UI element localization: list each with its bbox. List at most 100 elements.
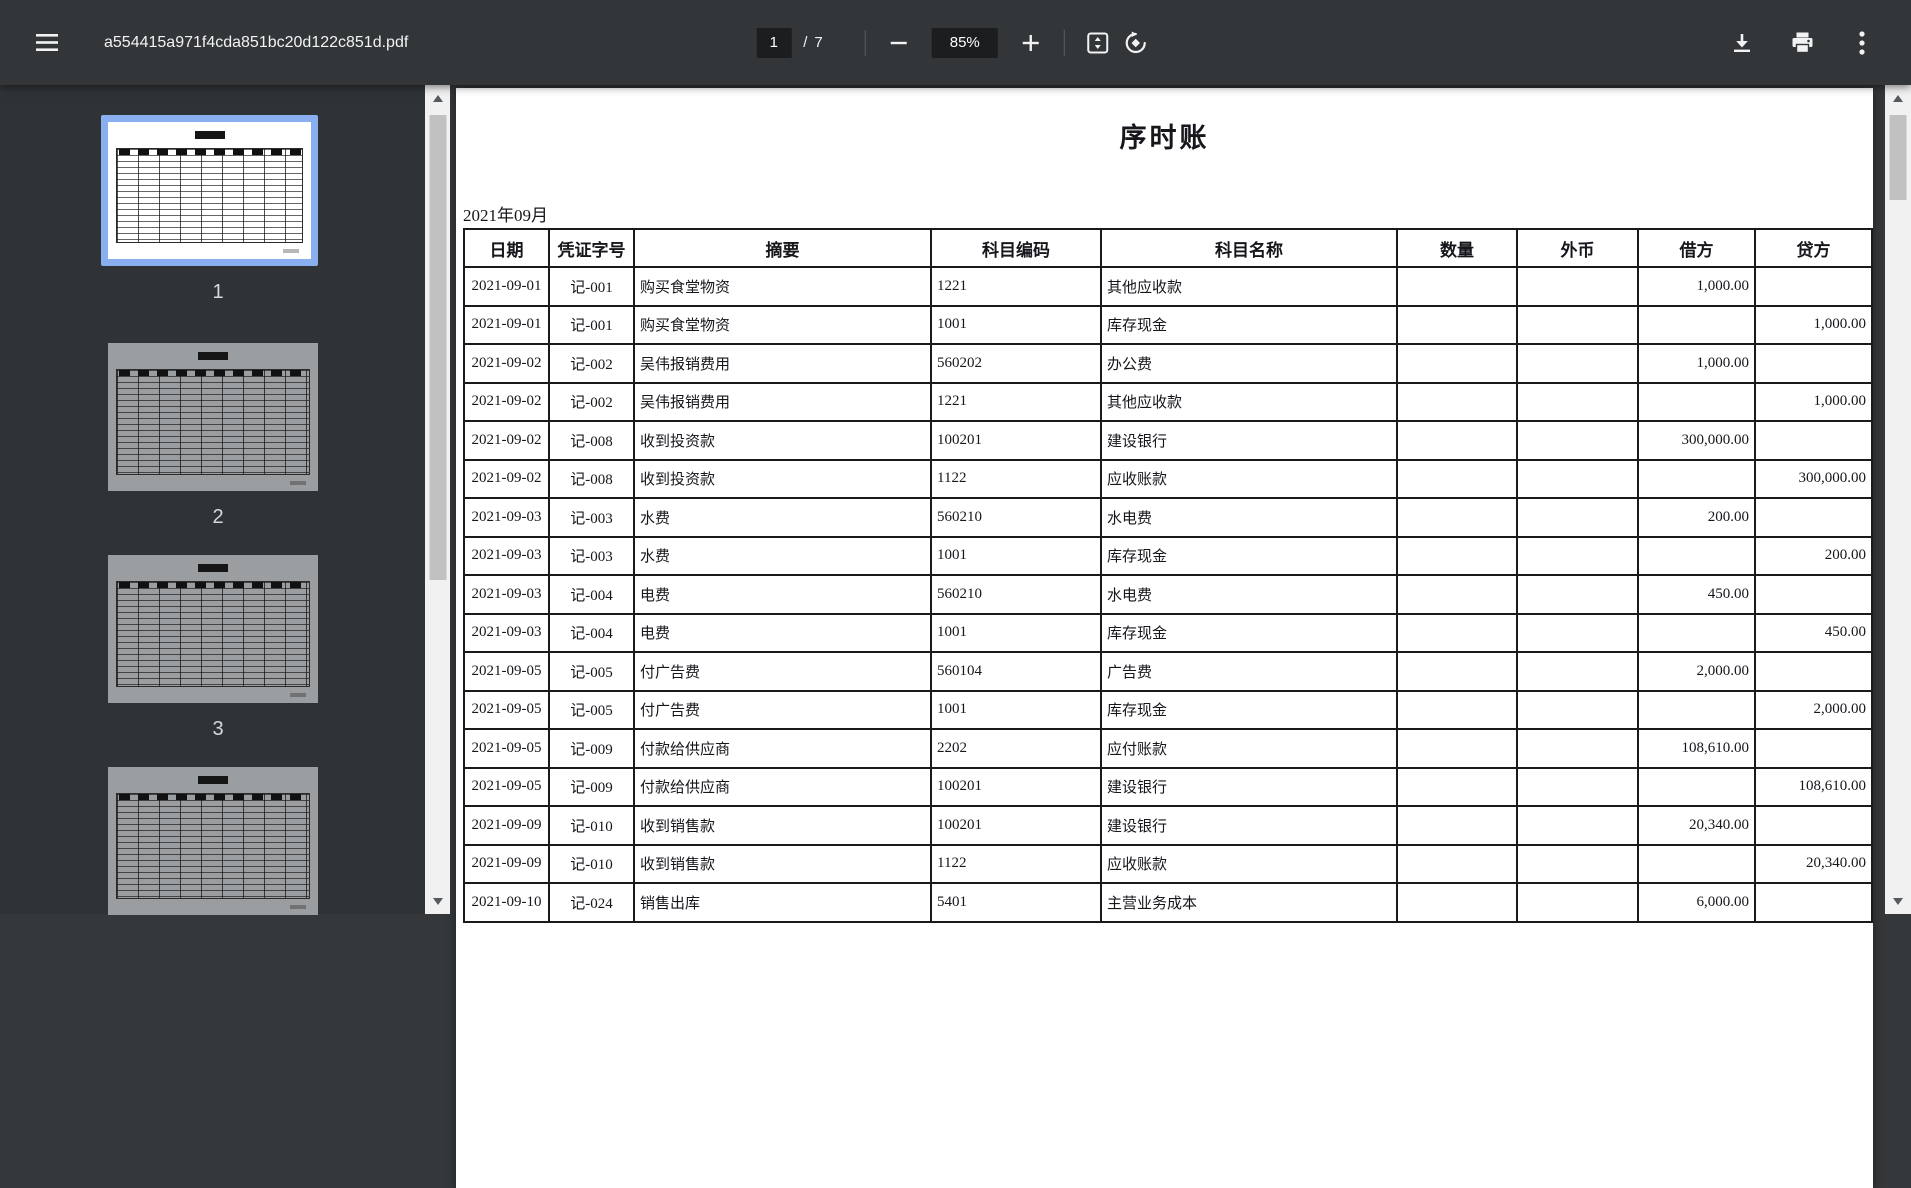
table-cell	[1397, 883, 1517, 922]
thumbnail-page-number: 1	[108, 281, 328, 304]
table-cell	[1397, 498, 1517, 537]
table-cell: 200.00	[1755, 537, 1872, 576]
table-cell	[1397, 267, 1517, 306]
table-cell: 2021-09-05	[464, 691, 549, 730]
table-cell	[1755, 883, 1872, 922]
page-thumbnail[interactable]: 1	[108, 122, 328, 304]
column-header: 外币	[1517, 229, 1638, 267]
download-icon	[1731, 32, 1753, 54]
download-button[interactable]	[1723, 24, 1761, 62]
rotate-counterclockwise-icon	[1124, 31, 1148, 55]
table-cell	[1397, 421, 1517, 460]
table-cell: 560210	[931, 575, 1101, 614]
zoom-in-button[interactable]	[1012, 24, 1050, 62]
triangle-up-icon	[1893, 95, 1903, 102]
plus-icon	[1022, 34, 1040, 52]
table-cell	[1517, 845, 1638, 884]
table-cell: 2021-09-02	[464, 421, 549, 460]
fit-page-button[interactable]	[1079, 24, 1117, 62]
main-scrollbar[interactable]	[1885, 85, 1911, 914]
table-cell: 记-008	[549, 421, 634, 460]
table-cell: 水费	[634, 498, 931, 537]
table-cell: 2,000.00	[1755, 691, 1872, 730]
hamburger-icon	[36, 34, 58, 52]
table-cell	[1397, 614, 1517, 653]
more-options-button[interactable]	[1843, 24, 1881, 62]
table-cell: 其他应收款	[1101, 383, 1397, 422]
mini-footer-block	[290, 905, 306, 909]
table-cell: 广告费	[1101, 652, 1397, 691]
toolbar-divider	[1064, 30, 1065, 56]
scroll-down-button[interactable]	[425, 888, 450, 914]
table-cell: 1122	[931, 460, 1101, 499]
table-cell	[1517, 306, 1638, 345]
table-cell: 100201	[931, 421, 1101, 460]
table-cell: 其他应收款	[1101, 267, 1397, 306]
column-header: 日期	[464, 229, 549, 267]
table-cell: 6,000.00	[1638, 883, 1755, 922]
thumbnail-page-preview	[108, 767, 318, 915]
page-thumbnail[interactable]: 2	[108, 343, 328, 529]
document-filename: a554415a971f4cda851bc20d122c851d.pdf	[104, 34, 408, 52]
table-cell	[1517, 575, 1638, 614]
print-icon	[1791, 31, 1814, 54]
table-cell: 1,000.00	[1755, 383, 1872, 422]
document-title: 序时账	[456, 116, 1873, 155]
table-cell: 记-002	[549, 344, 634, 383]
table-cell: 吴伟报销费用	[634, 344, 931, 383]
thumbnail-panel: 1 2 3	[0, 85, 450, 914]
menu-button[interactable]	[28, 24, 66, 62]
document-period: 2021年09月	[463, 201, 548, 226]
scrollbar-thumb[interactable]	[1890, 115, 1907, 200]
scroll-down-button[interactable]	[1885, 888, 1911, 914]
rotate-button[interactable]	[1117, 24, 1155, 62]
table-cell: 付款给供应商	[634, 729, 931, 768]
page-thumbnail[interactable]	[108, 767, 328, 915]
table-cell	[1397, 845, 1517, 884]
mini-table-block	[116, 793, 310, 899]
table-cell: 2021-09-05	[464, 729, 549, 768]
table-cell	[1755, 267, 1872, 306]
document-viewport: 序时账 2021年09月 日期凭证字号摘要科目编码科目名称数量外币借方贷方 20…	[450, 85, 1911, 914]
table-cell	[1517, 883, 1638, 922]
mini-title-block	[198, 564, 228, 572]
table-cell: 108,610.00	[1755, 768, 1872, 807]
table-cell	[1638, 460, 1755, 499]
table-cell	[1517, 383, 1638, 422]
table-cell	[1517, 498, 1638, 537]
table-cell	[1397, 768, 1517, 807]
print-button[interactable]	[1783, 24, 1821, 62]
table-cell	[1638, 691, 1755, 730]
sidebar-scrollbar[interactable]	[425, 85, 450, 914]
table-cell: 1122	[931, 845, 1101, 884]
table-cell: 应付账款	[1101, 729, 1397, 768]
scroll-up-button[interactable]	[1885, 85, 1911, 111]
page-number-input[interactable]: 1	[756, 28, 791, 58]
table-cell	[1638, 306, 1755, 345]
page-thumbnail[interactable]: 3	[108, 555, 328, 741]
table-cell: 应收账款	[1101, 460, 1397, 499]
table-cell	[1397, 537, 1517, 576]
table-cell: 2021-09-09	[464, 845, 549, 884]
zoom-level[interactable]: 85%	[932, 28, 998, 58]
table-cell: 2021-09-02	[464, 344, 549, 383]
table-cell: 水电费	[1101, 575, 1397, 614]
table-cell: 应收账款	[1101, 845, 1397, 884]
table-cell: 收到销售款	[634, 845, 931, 884]
column-header: 贷方	[1755, 229, 1872, 267]
table-cell	[1517, 460, 1638, 499]
scroll-up-button[interactable]	[425, 85, 450, 111]
table-cell: 2021-09-01	[464, 267, 549, 306]
table-cell: 20,340.00	[1638, 806, 1755, 845]
table-cell	[1755, 421, 1872, 460]
minus-icon	[890, 34, 908, 52]
table-cell	[1397, 344, 1517, 383]
zoom-out-button[interactable]	[880, 24, 918, 62]
scrollbar-thumb[interactable]	[429, 115, 446, 580]
table-cell: 记-005	[549, 691, 634, 730]
